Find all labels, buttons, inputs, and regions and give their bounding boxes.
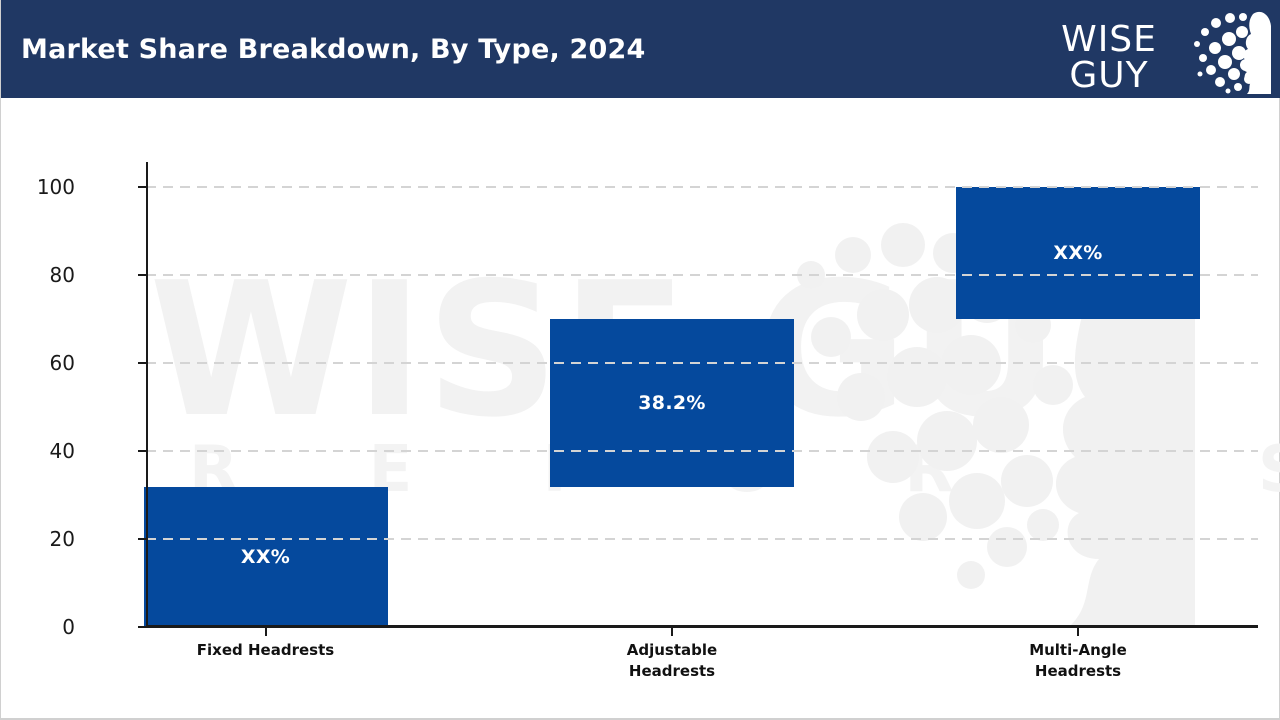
gridline bbox=[146, 450, 1258, 452]
bar-segment: XX% bbox=[143, 487, 388, 627]
y-tick-label: 20 bbox=[49, 527, 75, 551]
category-label: Adjustable Headrests bbox=[626, 641, 718, 680]
x-tick-mark bbox=[264, 628, 267, 636]
watermark-face-dots bbox=[797, 223, 1195, 625]
gridline bbox=[146, 274, 1258, 276]
bar-segment: XX% bbox=[956, 187, 1200, 319]
y-axis-line bbox=[146, 162, 148, 627]
category-label: Multi-Angle Headrests bbox=[1029, 641, 1127, 680]
watermark-face-profile bbox=[1055, 238, 1195, 625]
logo-subtitle: REPORTS bbox=[1045, 99, 1183, 114]
bar-value-label: XX% bbox=[1053, 242, 1103, 264]
bar-segment: 38.2% bbox=[550, 319, 794, 488]
face-dots-icon bbox=[1194, 11, 1271, 94]
category-label: Fixed Headrests bbox=[196, 641, 335, 659]
gridline bbox=[146, 362, 1258, 364]
chart-area: XX% 38.2% XX% 0 20 40 60 80 100 Fixed Headrests Ad… bbox=[1, 98, 1280, 720]
y-tick-mark bbox=[138, 274, 146, 276]
wise-guy-reports-logo: WISE GUY REPORTS bbox=[1021, 6, 1271, 114]
bar-value-label: XX% bbox=[240, 546, 291, 569]
y-tick-mark bbox=[138, 186, 146, 188]
y-tick-label: 80 bbox=[49, 263, 75, 287]
gridline bbox=[146, 538, 1258, 540]
x-tick-mark bbox=[1077, 628, 1079, 636]
logo-text: WISE GUY REPORTS bbox=[1021, 19, 1197, 115]
bar-value-label: 38.2% bbox=[638, 392, 706, 415]
y-tick-label: 40 bbox=[49, 439, 75, 463]
gridline bbox=[146, 186, 1258, 188]
y-tick-mark bbox=[138, 626, 146, 628]
header-bar: Market Share Breakdown, By Type, 2024 WI… bbox=[1, 0, 1280, 114]
y-tick-label: 0 bbox=[62, 615, 75, 639]
y-tick-mark bbox=[138, 538, 146, 540]
face-profile bbox=[1242, 11, 1271, 94]
y-tick-label: 100 bbox=[36, 175, 75, 199]
logo-wordmark: WISE GUY bbox=[1061, 19, 1157, 96]
chart-title: Market Share Breakdown, By Type, 2024 bbox=[21, 33, 646, 65]
x-tick-mark bbox=[671, 628, 673, 636]
y-tick-label: 60 bbox=[49, 351, 75, 375]
x-axis-line bbox=[146, 625, 1258, 628]
y-tick-mark bbox=[138, 450, 146, 452]
y-tick-mark bbox=[138, 362, 146, 364]
